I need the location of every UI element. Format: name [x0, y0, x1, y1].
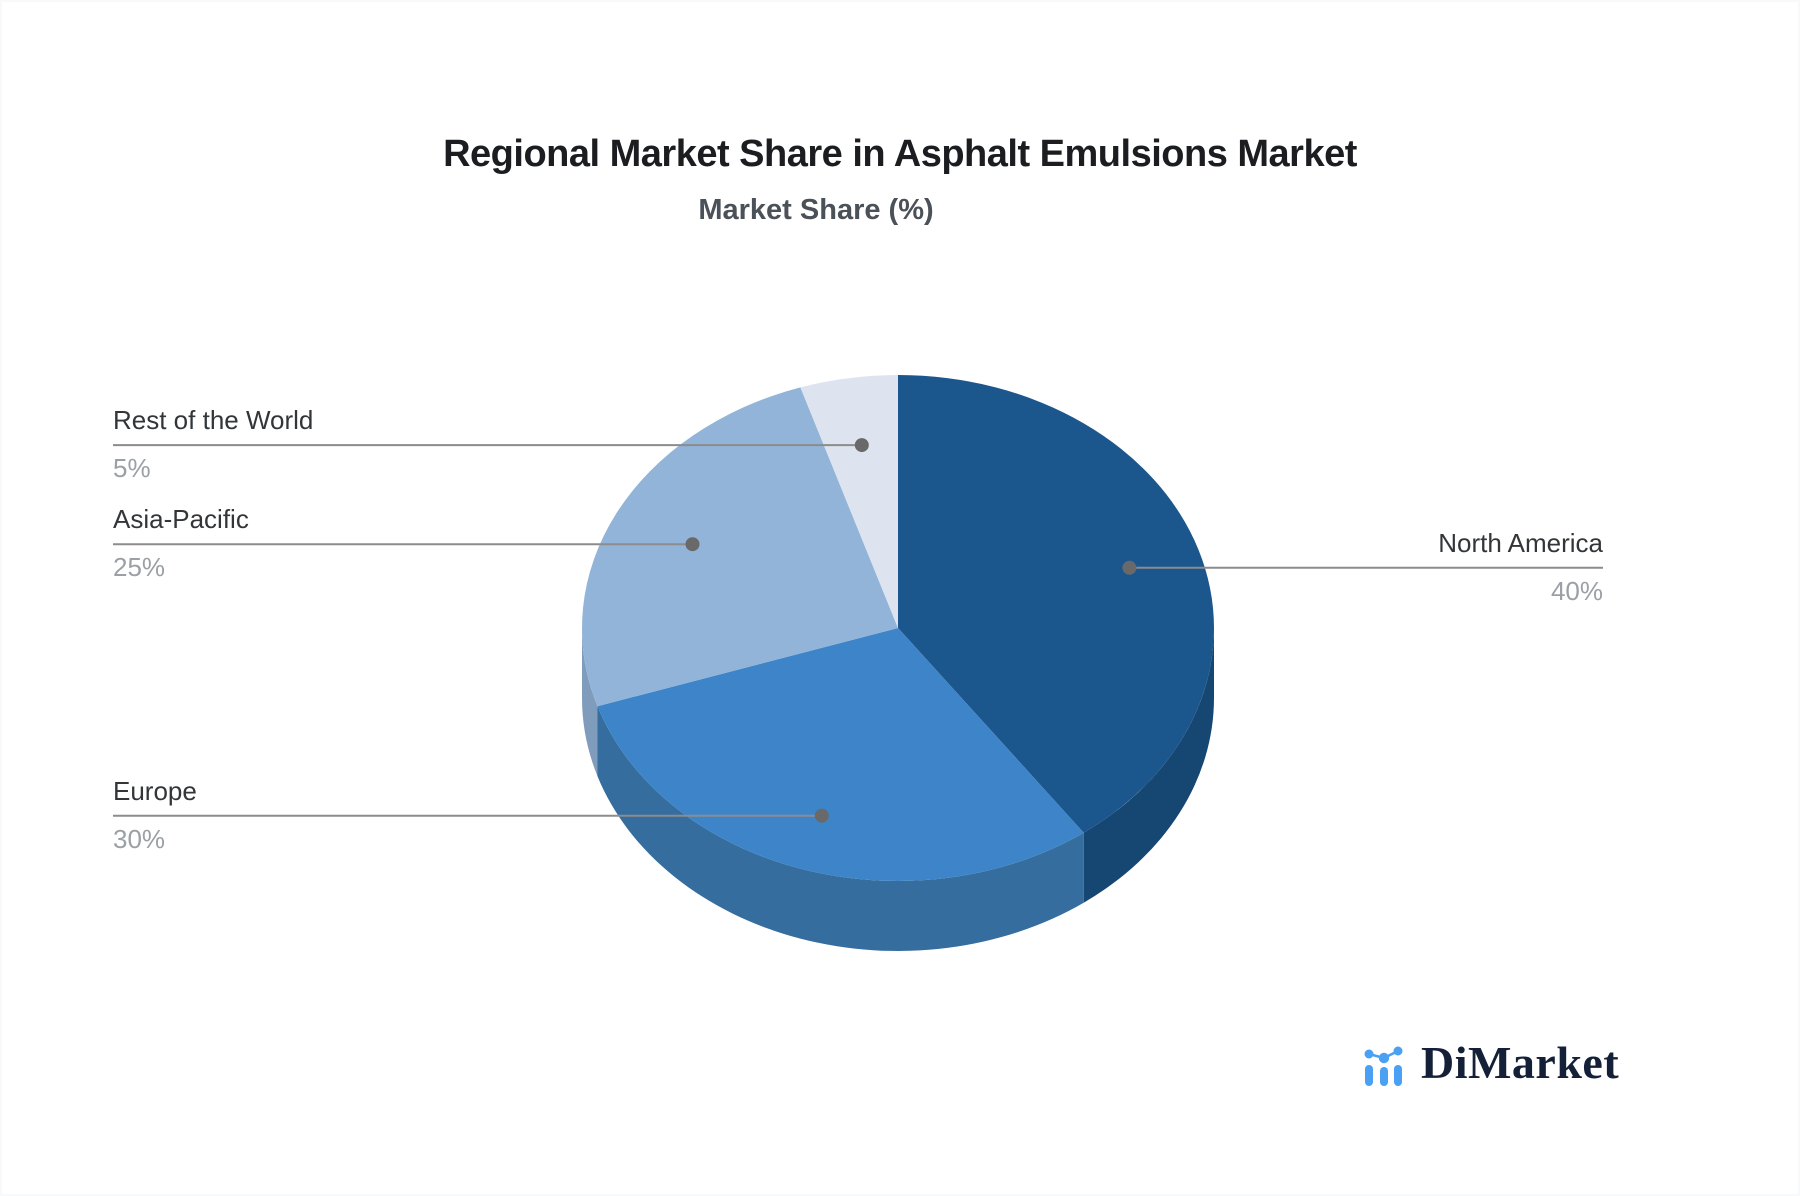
pie-slice-side: [597, 706, 1084, 951]
bar-line-chart-icon: [1364, 1046, 1403, 1086]
pie-slice-rest-of-the-world: [800, 375, 898, 628]
pie-slice-north-america: [898, 375, 1214, 833]
slice-label: North America: [1438, 527, 1603, 558]
slice-value: 30%: [113, 823, 166, 854]
leader-dot: [1122, 560, 1137, 575]
slice-label: Asia-Pacific: [113, 504, 249, 535]
pie-slice-asia-pacific: [582, 387, 898, 707]
slice-value: 5%: [113, 453, 151, 484]
slice-value: 25%: [113, 552, 166, 583]
pie-slice-side: [1083, 628, 1214, 903]
logo: DiMarket: [1362, 1038, 1619, 1088]
slice-label: Rest of the World: [113, 405, 314, 436]
pie-slice-europe: [597, 628, 1084, 881]
leader-dot: [685, 537, 700, 552]
pie-3d-sides: [582, 628, 1214, 951]
chart-subtitle: Market Share (%): [698, 194, 934, 226]
leader-lines: [113, 438, 1603, 823]
pie-slices: [582, 375, 1214, 881]
leader-dot: [814, 808, 829, 823]
logo-text: DiMarket: [1421, 1037, 1620, 1088]
chart-title: Regional Market Share in Asphalt Emulsio…: [443, 133, 1357, 175]
leader-dot: [854, 438, 869, 453]
slice-value: 40%: [1550, 575, 1603, 606]
pie-slice-side: [582, 628, 598, 777]
slice-label: Europe: [113, 775, 197, 806]
